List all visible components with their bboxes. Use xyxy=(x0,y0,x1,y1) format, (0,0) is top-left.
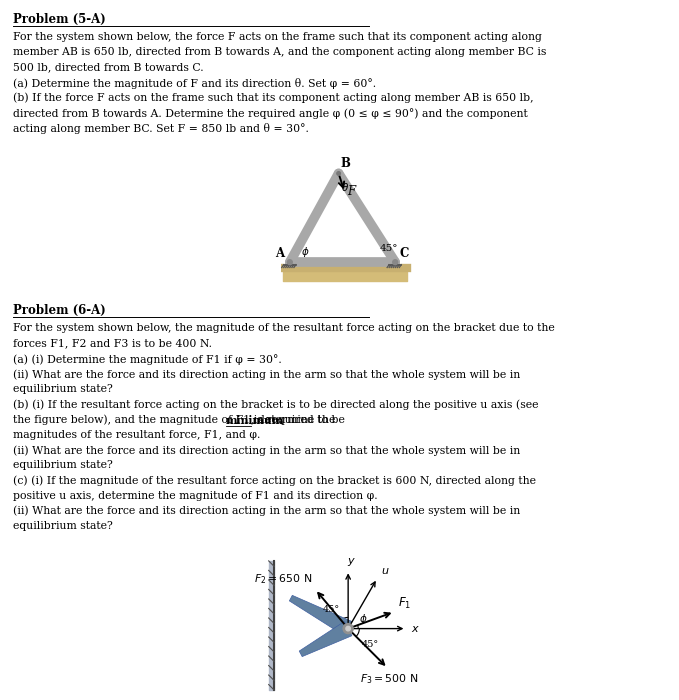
Text: 45°: 45° xyxy=(380,244,398,253)
Text: $F_2 = 650\ \rm{N}$: $F_2 = 650\ \rm{N}$ xyxy=(253,572,312,586)
Text: $F_1$: $F_1$ xyxy=(398,596,411,610)
Text: $F_3 = 500\ \rm{N}$: $F_3 = 500\ \rm{N}$ xyxy=(360,673,418,687)
Circle shape xyxy=(346,626,350,631)
Text: For the system shown below, the force F acts on the frame such that its componen: For the system shown below, the force F … xyxy=(13,32,542,42)
Text: (b) (i) If the resultant force acting on the bracket is to be directed along the: (b) (i) If the resultant force acting on… xyxy=(13,400,538,410)
Text: (b) If the force F acts on the frame such that its component acting along member: (b) If the force F acts on the frame suc… xyxy=(13,93,534,104)
Text: 45°: 45° xyxy=(362,640,379,649)
Text: equilibrium state?: equilibrium state? xyxy=(13,460,113,470)
Text: $\phi$: $\phi$ xyxy=(359,612,368,626)
Text: (ii) What are the force and its direction acting in the arm so that the whole sy: (ii) What are the force and its directio… xyxy=(13,506,520,517)
Text: $\phi$: $\phi$ xyxy=(301,246,310,260)
Text: 45°: 45° xyxy=(323,605,340,614)
Text: forces F1, F2 and F3 is to be 400 N.: forces F1, F2 and F3 is to be 400 N. xyxy=(13,339,212,349)
Text: F: F xyxy=(348,185,356,197)
Circle shape xyxy=(343,624,353,634)
Text: C: C xyxy=(400,247,409,260)
Text: directed from B towards A. Determine the required angle φ (0 ≤ φ ≤ 90°) and the : directed from B towards A. Determine the… xyxy=(13,108,528,119)
Text: member AB is 650 lb, directed from B towards A, and the component acting along m: member AB is 650 lb, directed from B tow… xyxy=(13,47,547,57)
Text: x: x xyxy=(411,624,418,634)
Text: equilibrium state?: equilibrium state? xyxy=(13,521,113,531)
Text: minimum: minimum xyxy=(226,414,285,426)
Text: (a) (i) Determine the magnitude of F1 if φ = 30°.: (a) (i) Determine the magnitude of F1 if… xyxy=(13,354,282,365)
Text: Problem (6-A): Problem (6-A) xyxy=(13,304,106,317)
Text: B: B xyxy=(341,157,351,170)
Text: the figure below), and the magnitude of F1 is required to be: the figure below), and the magnitude of … xyxy=(13,414,348,425)
Text: For the system shown below, the magnitude of the resultant force acting on the b: For the system shown below, the magnitud… xyxy=(13,323,555,333)
Text: (ii) What are the force and its direction acting in the arm so that the whole sy: (ii) What are the force and its directio… xyxy=(13,369,520,379)
Text: (ii) What are the force and its direction acting in the arm so that the whole sy: (ii) What are the force and its directio… xyxy=(13,445,520,456)
Polygon shape xyxy=(289,595,352,636)
Text: $\theta$: $\theta$ xyxy=(342,181,350,192)
Text: u: u xyxy=(382,566,388,576)
Text: y: y xyxy=(347,556,354,566)
Text: (a) Determine the magnitude of F and its direction θ. Set φ = 60°.: (a) Determine the magnitude of F and its… xyxy=(13,78,376,89)
Circle shape xyxy=(337,172,340,175)
Text: positive u axis, determine the magnitude of F1 and its direction φ.: positive u axis, determine the magnitude… xyxy=(13,491,378,500)
Text: Problem (5-A): Problem (5-A) xyxy=(13,13,106,26)
Polygon shape xyxy=(299,622,352,657)
Text: (c) (i) If the magnitude of the resultant force acting on the bracket is 600 N, : (c) (i) If the magnitude of the resultan… xyxy=(13,475,536,486)
Text: , determine the: , determine the xyxy=(251,414,335,425)
Text: A: A xyxy=(275,247,285,260)
Text: equilibrium state?: equilibrium state? xyxy=(13,384,113,394)
Text: magnitudes of the resultant force, F1, and φ.: magnitudes of the resultant force, F1, a… xyxy=(13,430,260,440)
Circle shape xyxy=(287,260,292,265)
Circle shape xyxy=(392,260,398,265)
Text: acting along member BC. Set F = 850 lb and θ = 30°.: acting along member BC. Set F = 850 lb a… xyxy=(13,123,309,134)
Text: 500 lb, directed from B towards C.: 500 lb, directed from B towards C. xyxy=(13,62,204,72)
